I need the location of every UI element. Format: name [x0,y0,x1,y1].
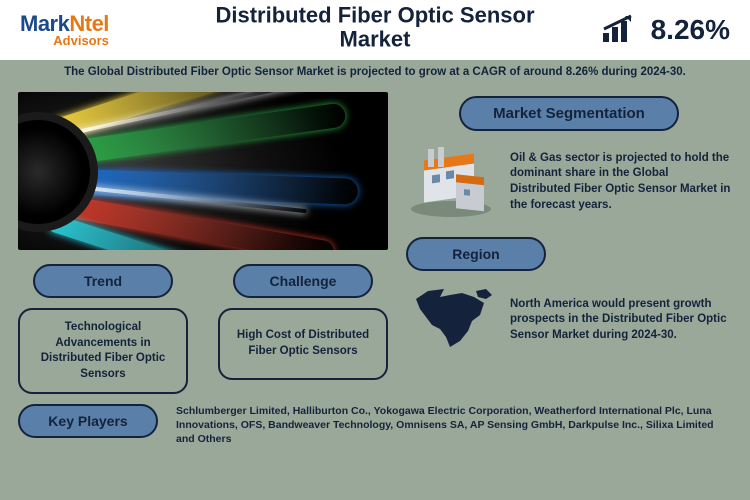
key-players-label: Key Players [18,404,158,438]
key-players-text: Schlumberger Limited, Halliburton Co., Y… [176,404,732,447]
factory-icon [406,143,496,221]
region-block: Region North America would present growt… [406,237,732,359]
trend-label: Trend [33,264,173,298]
logo: MarkNtel Advisors [20,13,109,47]
key-players-pill-wrap: Key Players [18,404,158,438]
cagr-block: 8.26% [601,13,730,48]
region-head: Region [406,237,732,271]
growth-icon [601,13,643,48]
tagline: The Global Distributed Fiber Optic Senso… [0,60,750,84]
top-bar: MarkNtel Advisors Distributed Fiber Opti… [0,0,750,60]
segmentation-row: Oil & Gas sector is projected to hold th… [406,143,732,221]
left-column: Trend Technological Advancements in Dist… [18,92,388,394]
cagr-value: 8.26% [651,14,730,46]
hero-image [18,92,388,250]
main-area: Trend Technological Advancements in Dist… [0,84,750,394]
logo-sub: Advisors [20,34,109,47]
challenge-box: High Cost of Distributed Fiber Optic Sen… [218,308,388,380]
logo-wordmark: MarkNtel [20,13,109,35]
trend-col: Trend Technological Advancements in Dist… [18,264,188,394]
right-column: Market Segmentation Oil & Gas sector is … [406,92,732,394]
segmentation-text: Oil & Gas sector is projected to hold th… [510,151,732,213]
key-players-row: Key Players Schlumberger Limited, Hallib… [0,394,750,447]
segmentation-label: Market Segmentation [459,96,679,131]
challenge-label: Challenge [233,264,373,298]
challenge-col: Challenge High Cost of Distributed Fiber… [218,264,388,394]
page-title: Distributed Fiber Optic Sensor Market [215,3,535,51]
region-row: North America would present growth prosp… [406,281,732,359]
segmentation-head: Market Segmentation [406,96,732,131]
trend-box: Technological Advancements in Distribute… [18,308,188,394]
region-text: North America would present growth prosp… [510,297,732,344]
trend-challenge-row: Trend Technological Advancements in Dist… [18,264,388,394]
north-america-icon [406,281,496,359]
region-label: Region [406,237,546,271]
